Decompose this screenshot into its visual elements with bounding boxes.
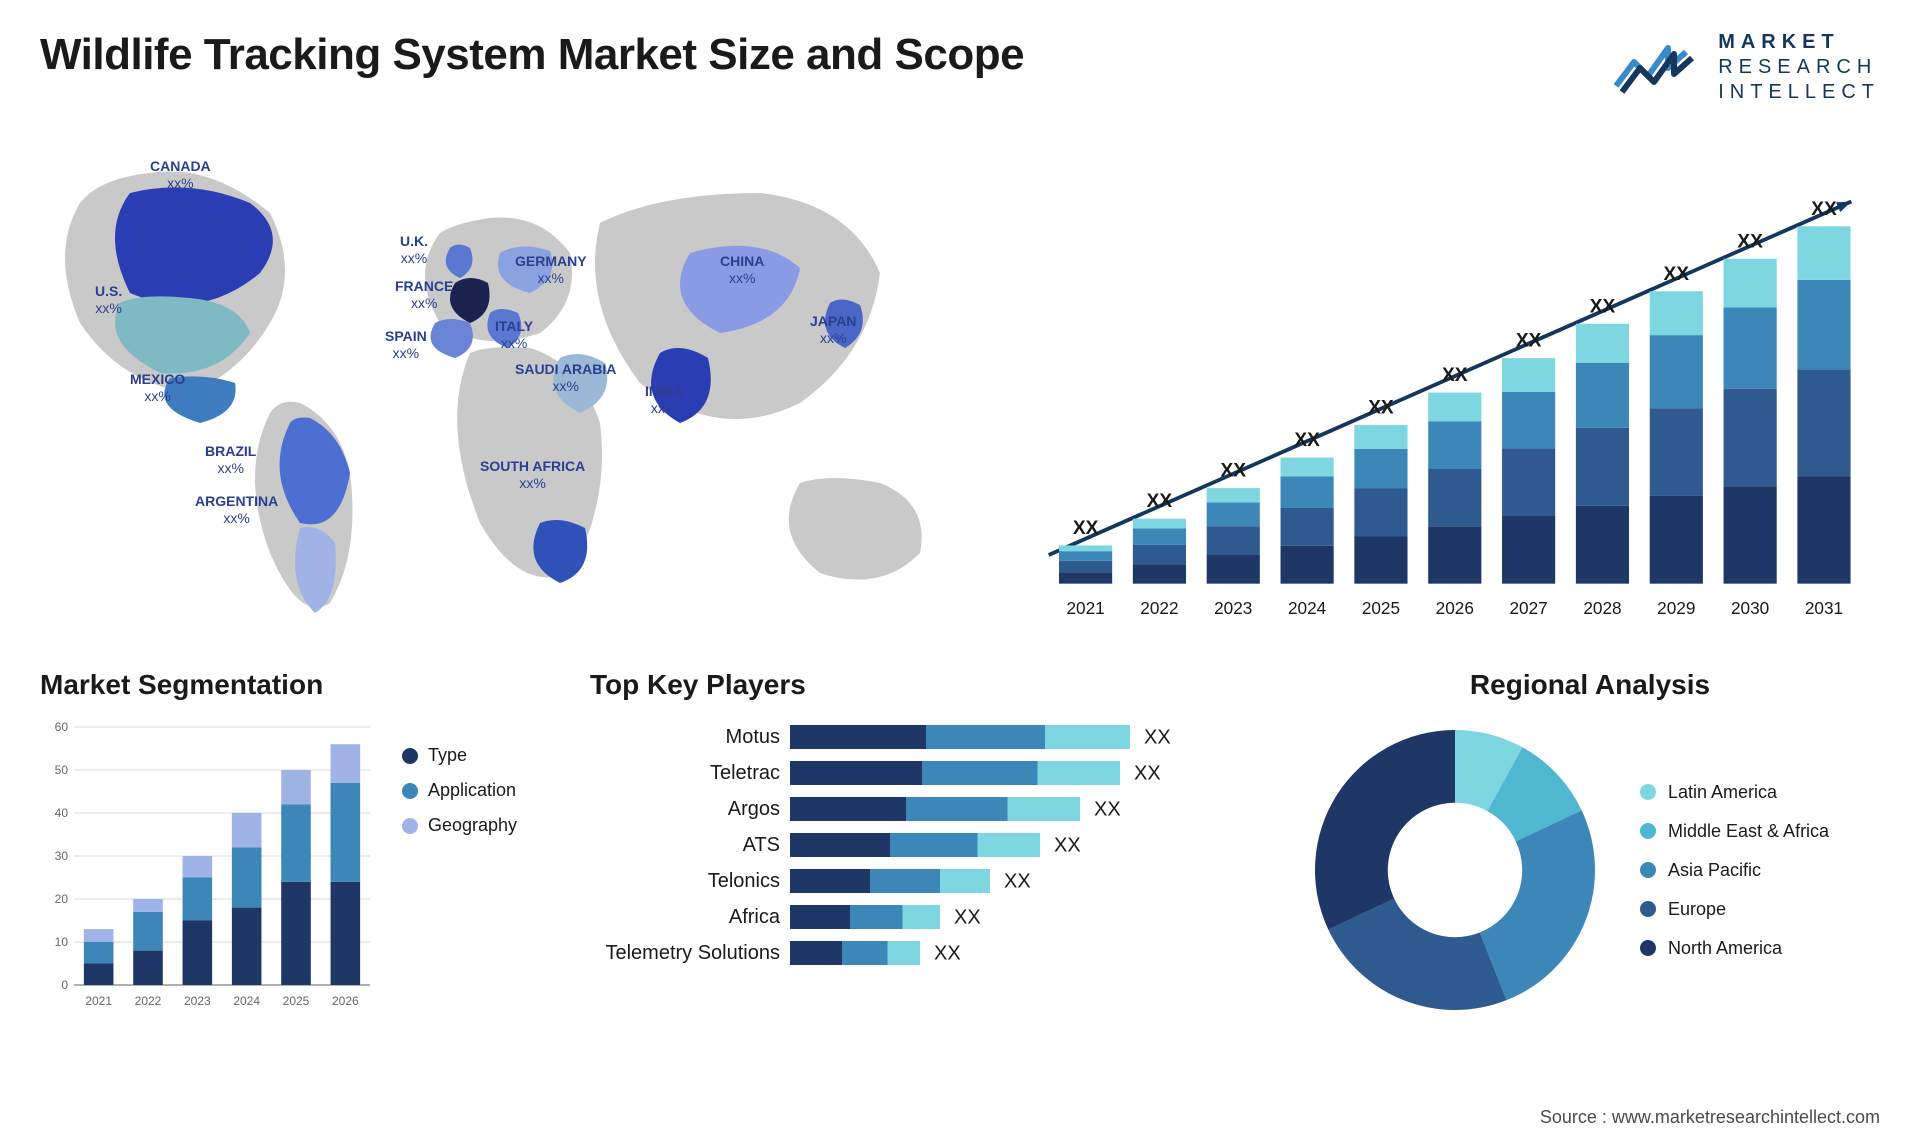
svg-text:ATS: ATS <box>743 834 780 856</box>
growth-chart-panel: XX 2021 XX 2022 XX 2023 XX 2024 XX 2025 XX 2026 XX 20… <box>1020 123 1880 643</box>
svg-text:Teletrac: Teletrac <box>710 762 780 784</box>
svg-text:2022: 2022 <box>1140 598 1178 618</box>
svg-text:XX: XX <box>1664 264 1690 285</box>
map-country-label: JAPANxx% <box>810 313 856 347</box>
segmentation-legend-item: Geography <box>402 815 517 836</box>
map-country-label: INDIAxx% <box>645 383 683 417</box>
segmentation-legend-item: Application <box>402 780 517 801</box>
svg-text:40: 40 <box>55 806 69 820</box>
svg-text:XX: XX <box>1590 296 1616 317</box>
map-country-label: CHINAxx% <box>720 253 764 287</box>
map-country-label: GERMANYxx% <box>515 253 587 287</box>
svg-text:XX: XX <box>1294 430 1320 451</box>
svg-text:XX: XX <box>1221 461 1247 482</box>
regional-legend-item: North America <box>1640 938 1829 959</box>
svg-text:2025: 2025 <box>1362 598 1400 618</box>
regional-legend: Latin America Middle East & Africa Asia Pa… <box>1640 782 1829 959</box>
svg-text:50: 50 <box>55 763 69 777</box>
svg-text:XX: XX <box>1054 835 1081 857</box>
growth-bar-chart: XX 2021 XX 2022 XX 2023 XX 2024 XX 2025 XX 2026 XX 20… <box>1020 123 1880 643</box>
map-country-label: U.K.xx% <box>400 233 428 267</box>
svg-text:2029: 2029 <box>1657 598 1695 618</box>
regional-panel: Regional Analysis Latin America Middle Ea… <box>1300 669 1880 1025</box>
map-country-label: SPAINxx% <box>385 328 427 362</box>
svg-text:XX: XX <box>1516 331 1542 352</box>
source-attribution: Source : www.marketresearchintellect.com <box>1540 1107 1880 1128</box>
svg-text:XX: XX <box>1368 398 1394 419</box>
svg-text:XX: XX <box>1134 763 1161 785</box>
segmentation-panel: Market Segmentation 0 10 20 30 40 50 60 2021 202… <box>40 669 560 1025</box>
map-country-label: SAUDI ARABIAxx% <box>515 361 616 395</box>
logo-line1: MARKET <box>1718 30 1880 55</box>
logo-line3: INTELLECT <box>1718 80 1880 105</box>
brand-logo: MARKET RESEARCH INTELLECT <box>1614 30 1880 105</box>
regional-legend-item: Europe <box>1640 899 1829 920</box>
svg-text:2021: 2021 <box>1066 598 1104 618</box>
svg-text:Argos: Argos <box>728 798 780 820</box>
regional-legend-item: Latin America <box>1640 782 1829 803</box>
svg-text:2022: 2022 <box>135 994 162 1008</box>
players-bar-chart: Motus XX Teletrac XX Argos XX ATS XX Telonics XX A… <box>590 715 1270 1015</box>
regional-legend-item: Asia Pacific <box>1640 860 1829 881</box>
svg-text:XX: XX <box>934 943 961 965</box>
svg-text:XX: XX <box>1094 799 1121 821</box>
svg-text:2021: 2021 <box>85 994 112 1008</box>
svg-text:XX: XX <box>1147 491 1173 512</box>
page-title: Wildlife Tracking System Market Size and… <box>40 30 1024 80</box>
segmentation-bar-chart: 0 10 20 30 40 50 60 2021 2022 2023 2024 2025 2026 <box>40 715 380 1015</box>
svg-text:10: 10 <box>55 935 69 949</box>
map-country-label: U.S.xx% <box>95 283 122 317</box>
svg-text:XX: XX <box>1073 518 1099 539</box>
players-panel: Top Key Players Motus XX Teletrac XX Argos XX… <box>590 669 1270 1025</box>
map-country-label: BRAZILxx% <box>205 443 256 477</box>
svg-text:2028: 2028 <box>1583 598 1621 618</box>
svg-text:Africa: Africa <box>729 906 781 928</box>
svg-text:XX: XX <box>1737 231 1763 252</box>
svg-text:Telemetry Solutions: Telemetry Solutions <box>605 942 780 964</box>
logo-line2: RESEARCH <box>1718 55 1880 80</box>
svg-text:Telonics: Telonics <box>708 870 780 892</box>
segmentation-title: Market Segmentation <box>40 669 560 701</box>
svg-text:2023: 2023 <box>1214 598 1252 618</box>
svg-text:2025: 2025 <box>283 994 310 1008</box>
map-country-label: FRANCExx% <box>395 278 453 312</box>
svg-text:XX: XX <box>1811 199 1837 220</box>
svg-text:2030: 2030 <box>1731 598 1769 618</box>
segmentation-legend: Type Application Geography <box>402 745 517 1015</box>
svg-text:2024: 2024 <box>233 994 260 1008</box>
svg-text:0: 0 <box>61 978 68 992</box>
regional-donut-chart <box>1300 715 1610 1025</box>
svg-text:XX: XX <box>1004 871 1031 893</box>
svg-text:XX: XX <box>1144 727 1171 749</box>
segmentation-legend-item: Type <box>402 745 517 766</box>
svg-text:Motus: Motus <box>726 726 780 748</box>
regional-title: Regional Analysis <box>1300 669 1880 701</box>
svg-text:XX: XX <box>1442 365 1468 386</box>
map-country-label: ARGENTINAxx% <box>195 493 278 527</box>
svg-text:20: 20 <box>55 892 69 906</box>
map-country-label: ITALYxx% <box>495 318 533 352</box>
svg-text:2031: 2031 <box>1805 598 1843 618</box>
svg-text:2024: 2024 <box>1288 598 1327 618</box>
svg-text:2026: 2026 <box>332 994 359 1008</box>
world-map-panel: CANADAxx% U.S.xx% MEXICOxx% BRAZILxx% ARGENT… <box>40 123 980 643</box>
map-country-label: MEXICOxx% <box>130 371 185 405</box>
regional-legend-item: Middle East & Africa <box>1640 821 1829 842</box>
map-country-label: CANADAxx% <box>150 158 211 192</box>
svg-text:30: 30 <box>55 849 69 863</box>
svg-text:60: 60 <box>55 720 69 734</box>
map-country-label: SOUTH AFRICAxx% <box>480 458 585 492</box>
svg-text:2023: 2023 <box>184 994 211 1008</box>
svg-text:2026: 2026 <box>1436 598 1474 618</box>
players-title: Top Key Players <box>590 669 1270 701</box>
svg-text:2027: 2027 <box>1509 598 1547 618</box>
svg-text:XX: XX <box>954 907 981 929</box>
logo-mark-icon <box>1614 38 1704 98</box>
